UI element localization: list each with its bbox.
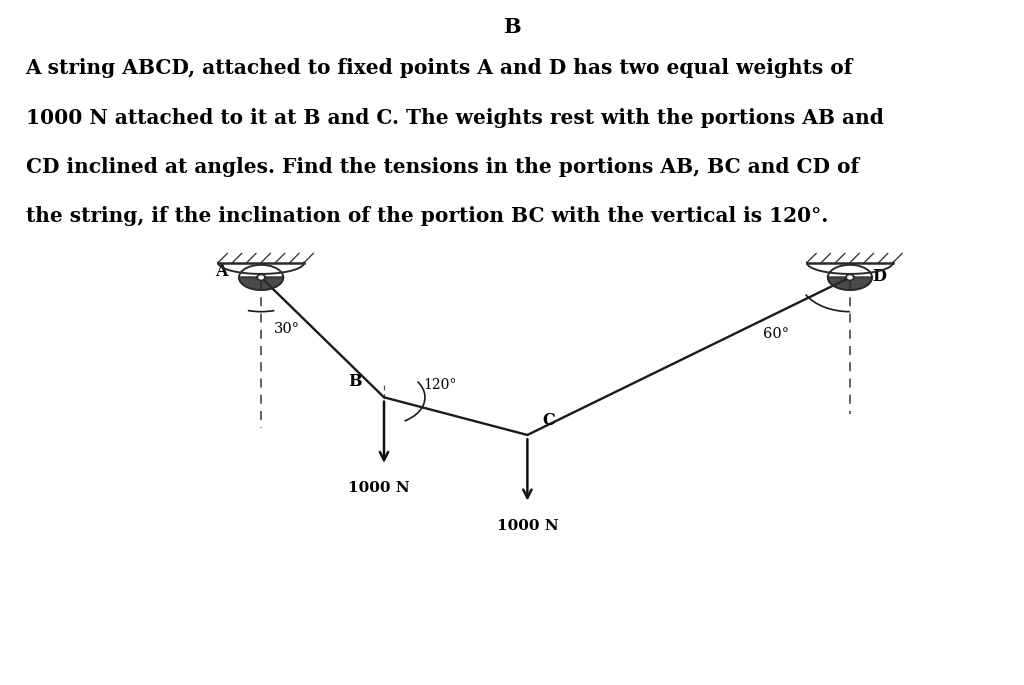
Text: 1000 N: 1000 N <box>497 519 558 532</box>
Text: the string, if the inclination of the portion BC with the vertical is 120°.: the string, if the inclination of the po… <box>26 206 827 226</box>
Circle shape <box>846 275 854 280</box>
Text: 30°: 30° <box>273 322 299 336</box>
Text: B: B <box>348 373 361 390</box>
Circle shape <box>259 276 263 279</box>
Polygon shape <box>239 277 284 290</box>
Text: B: B <box>503 17 521 37</box>
Polygon shape <box>827 277 872 290</box>
Text: A: A <box>215 264 227 280</box>
Circle shape <box>848 276 852 279</box>
Text: 1000 N attached to it at B and C. The weights rest with the portions AB and: 1000 N attached to it at B and C. The we… <box>26 108 884 127</box>
Text: A string ABCD, attached to fixed points A and D has two equal weights of: A string ABCD, attached to fixed points … <box>26 58 853 78</box>
Text: CD inclined at angles. Find the tensions in the portions AB, BC and CD of: CD inclined at angles. Find the tensions… <box>26 157 859 177</box>
Text: 1000 N: 1000 N <box>348 481 410 495</box>
Text: 60°: 60° <box>763 327 788 340</box>
Text: C: C <box>543 412 555 429</box>
Text: D: D <box>872 268 887 284</box>
Circle shape <box>257 275 265 280</box>
Text: 120°: 120° <box>423 378 457 392</box>
